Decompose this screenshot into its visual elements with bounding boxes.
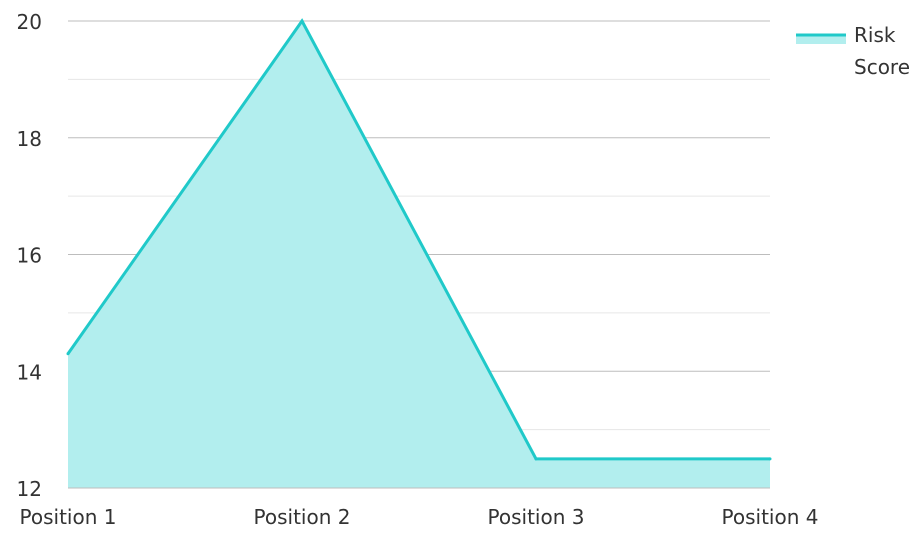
x-tick-label: Position 2 bbox=[254, 505, 351, 529]
x-tick-label: Position 4 bbox=[722, 505, 819, 529]
legend-label-line-1: Risk bbox=[854, 23, 896, 47]
y-tick-label: 18 bbox=[17, 127, 42, 151]
series-line bbox=[66, 18, 770, 461]
data-point bbox=[768, 457, 772, 461]
legend: Risk Score bbox=[796, 23, 910, 79]
y-tick-label: 16 bbox=[17, 244, 42, 268]
legend-label-line-2: Score bbox=[854, 55, 910, 79]
y-tick-label: 12 bbox=[17, 477, 42, 501]
data-point bbox=[300, 19, 304, 23]
data-point bbox=[66, 352, 70, 356]
x-tick-label: Position 3 bbox=[488, 505, 585, 529]
legend-swatch-fill bbox=[796, 35, 846, 44]
x-tick-label: Position 1 bbox=[20, 505, 117, 529]
series-area-fill bbox=[68, 21, 770, 488]
axis-layer: 12 14 16 18 20 Position 1 Position 2 Position 3… bbox=[17, 10, 819, 529]
y-tick-label: 14 bbox=[17, 360, 42, 384]
y-tick-label: 20 bbox=[17, 10, 42, 34]
data-point bbox=[534, 457, 538, 461]
area-layer bbox=[66, 18, 772, 488]
